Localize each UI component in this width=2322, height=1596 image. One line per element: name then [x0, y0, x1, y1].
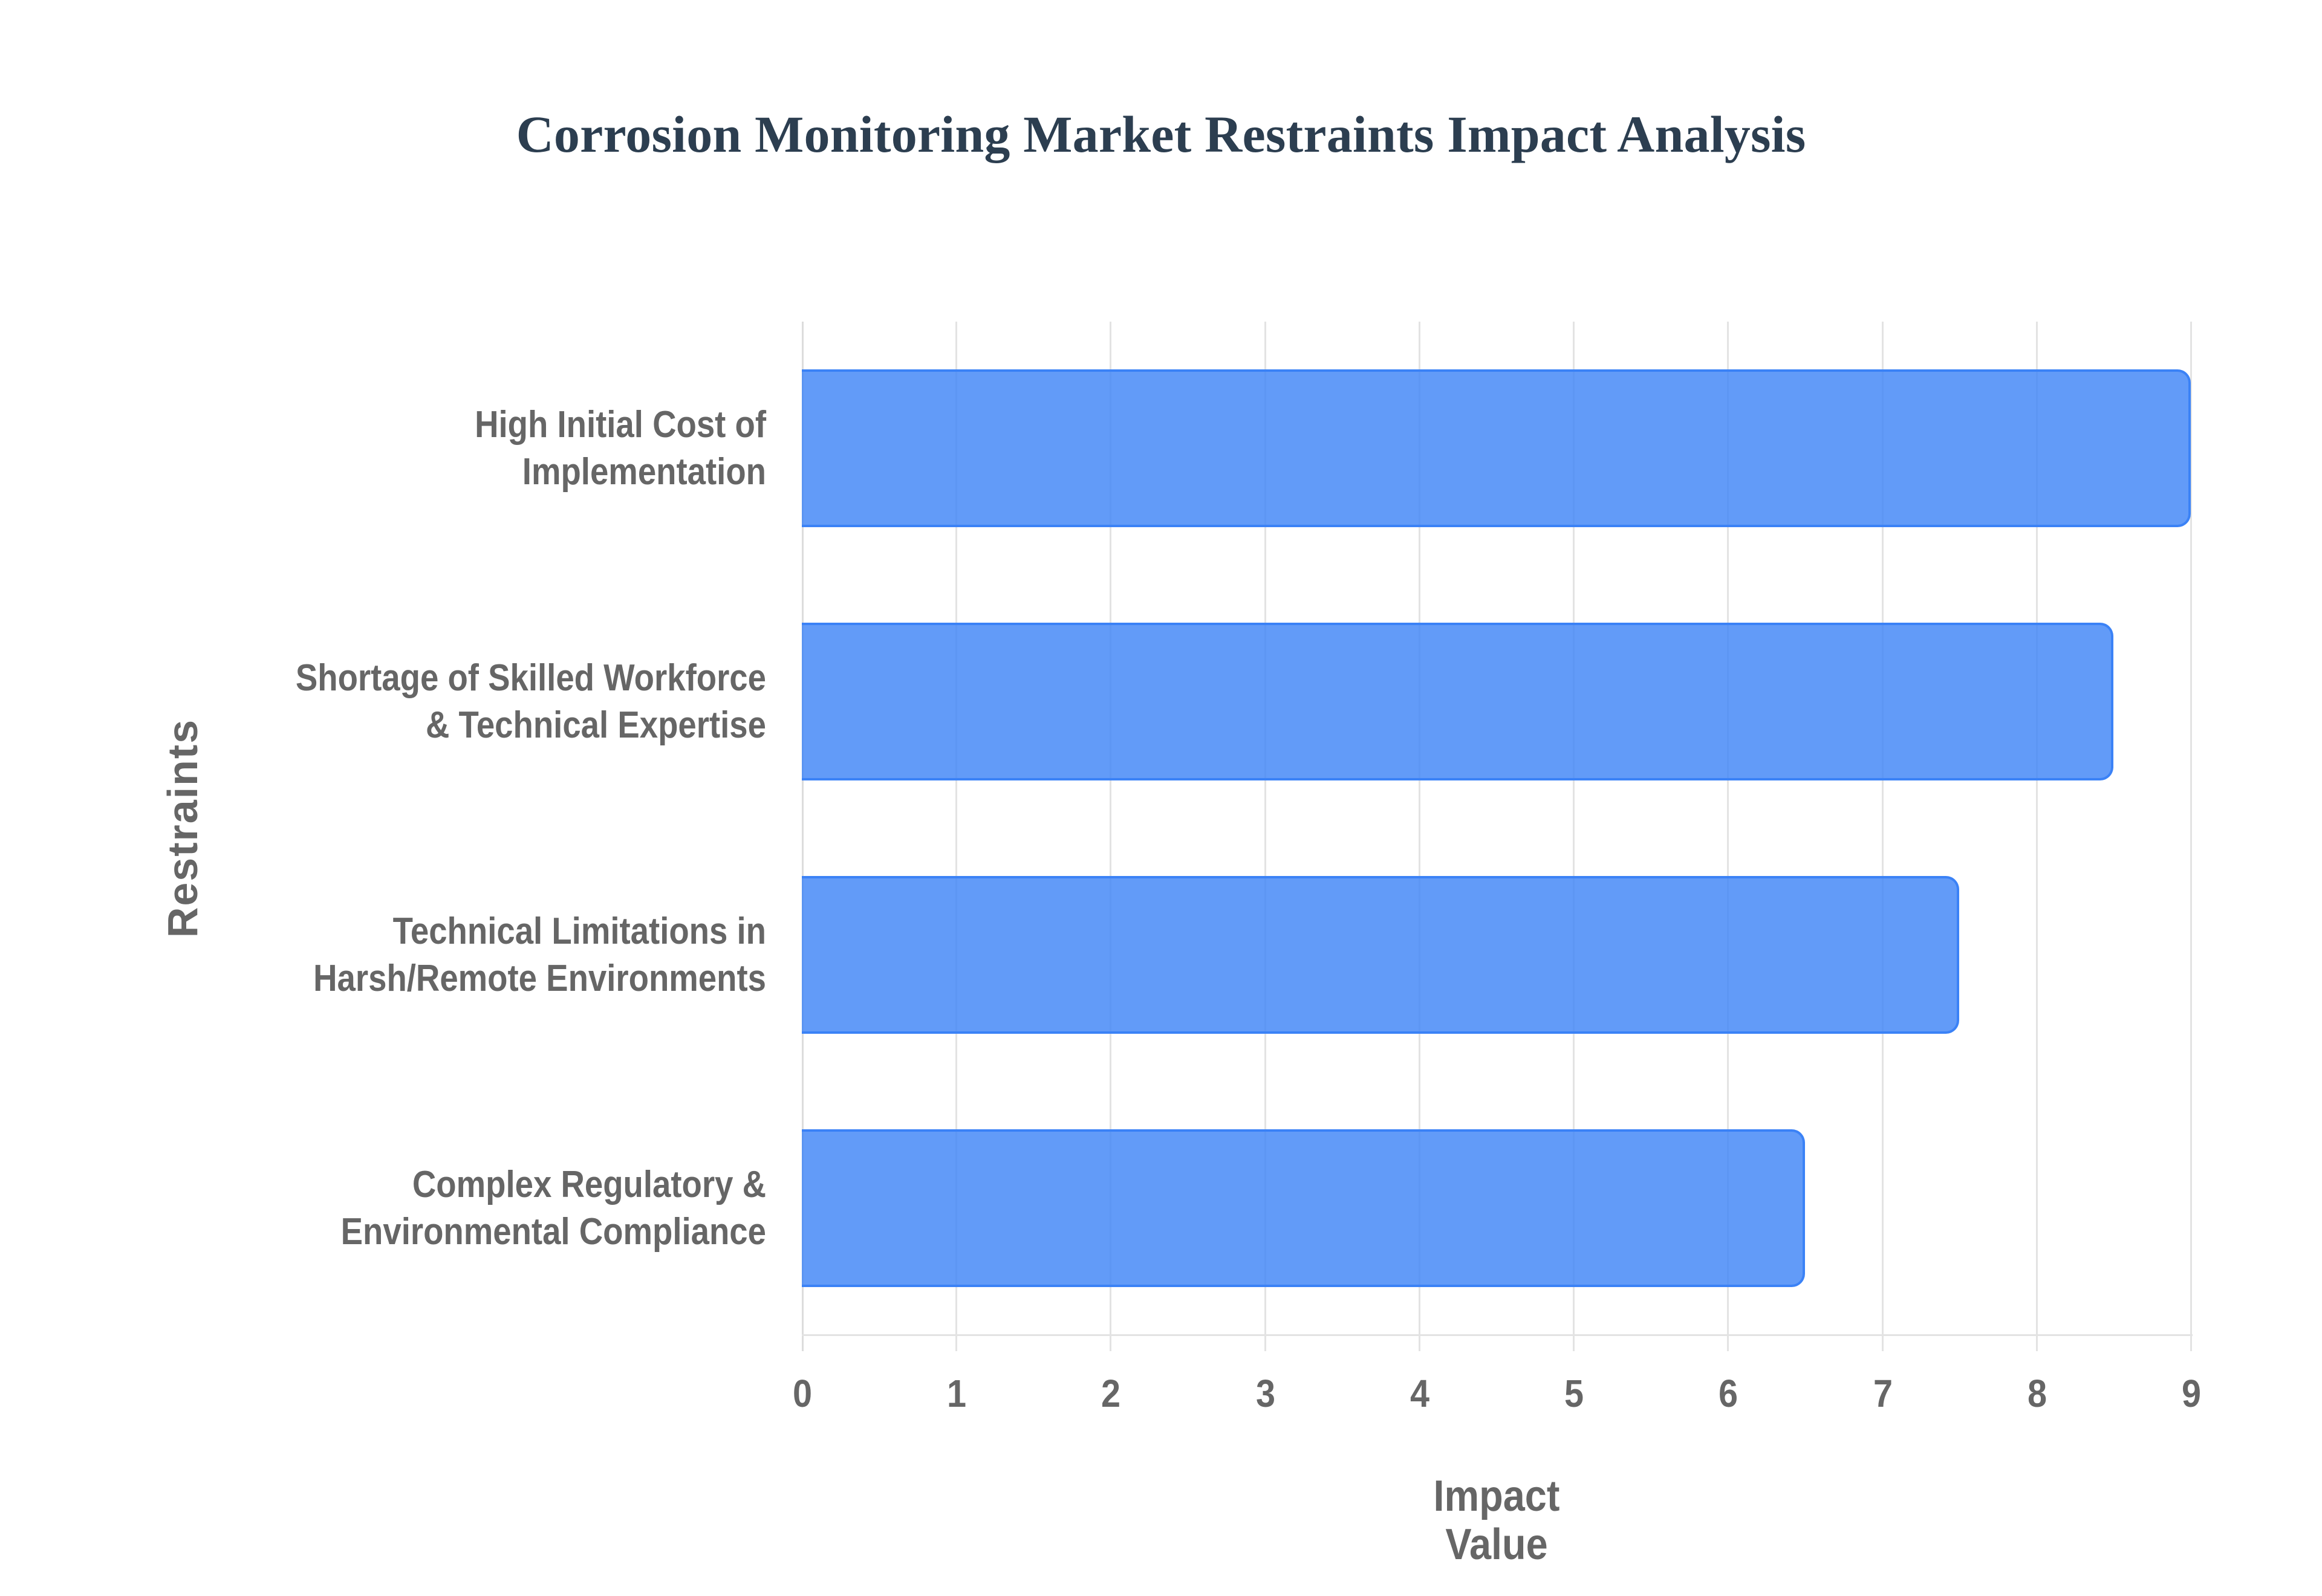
bar[interactable]	[802, 876, 1960, 1034]
x-tick-label: 1	[947, 1372, 967, 1415]
x-axis-title: Impact Value	[1433, 1472, 1560, 1569]
plot-area	[802, 322, 2193, 1351]
gridline	[2190, 322, 2192, 1351]
x-tick-label: 5	[1564, 1372, 1584, 1415]
gridline	[1264, 322, 1266, 1351]
y-axis-line	[802, 322, 804, 1351]
x-tick-label: 7	[1873, 1372, 1893, 1415]
x-tick-label: 6	[1719, 1372, 1738, 1415]
x-tick-label: 0	[792, 1372, 813, 1415]
x-axis-line	[802, 1334, 2193, 1336]
gridline	[1573, 322, 1575, 1351]
chart-title: Corrosion Monitoring Market Restraints I…	[516, 105, 1806, 163]
x-tick-label: 2	[1101, 1372, 1121, 1415]
category-label: Technical Limitations in Harsh/Remote En…	[313, 910, 766, 999]
gridline	[1727, 322, 1729, 1351]
category-label: Shortage of Skilled Workforce & Technica…	[295, 657, 766, 746]
x-tick-label: 9	[2181, 1372, 2202, 1415]
gridline	[1418, 322, 1420, 1351]
bar[interactable]	[802, 1129, 1805, 1287]
gridline	[1881, 322, 1884, 1351]
gridline	[1110, 322, 1112, 1351]
gridline	[955, 322, 958, 1351]
category-label: Complex Regulatory & Environmental Compl…	[340, 1163, 766, 1253]
x-tick-label: 4	[1410, 1372, 1429, 1415]
bar[interactable]	[802, 623, 2114, 780]
bar[interactable]	[802, 369, 2191, 527]
x-tick-label: 3	[1255, 1372, 1275, 1415]
category-label: High Initial Cost of Implementation	[475, 403, 766, 493]
x-tick-label: 8	[2027, 1372, 2047, 1415]
gridline	[2035, 322, 2038, 1351]
